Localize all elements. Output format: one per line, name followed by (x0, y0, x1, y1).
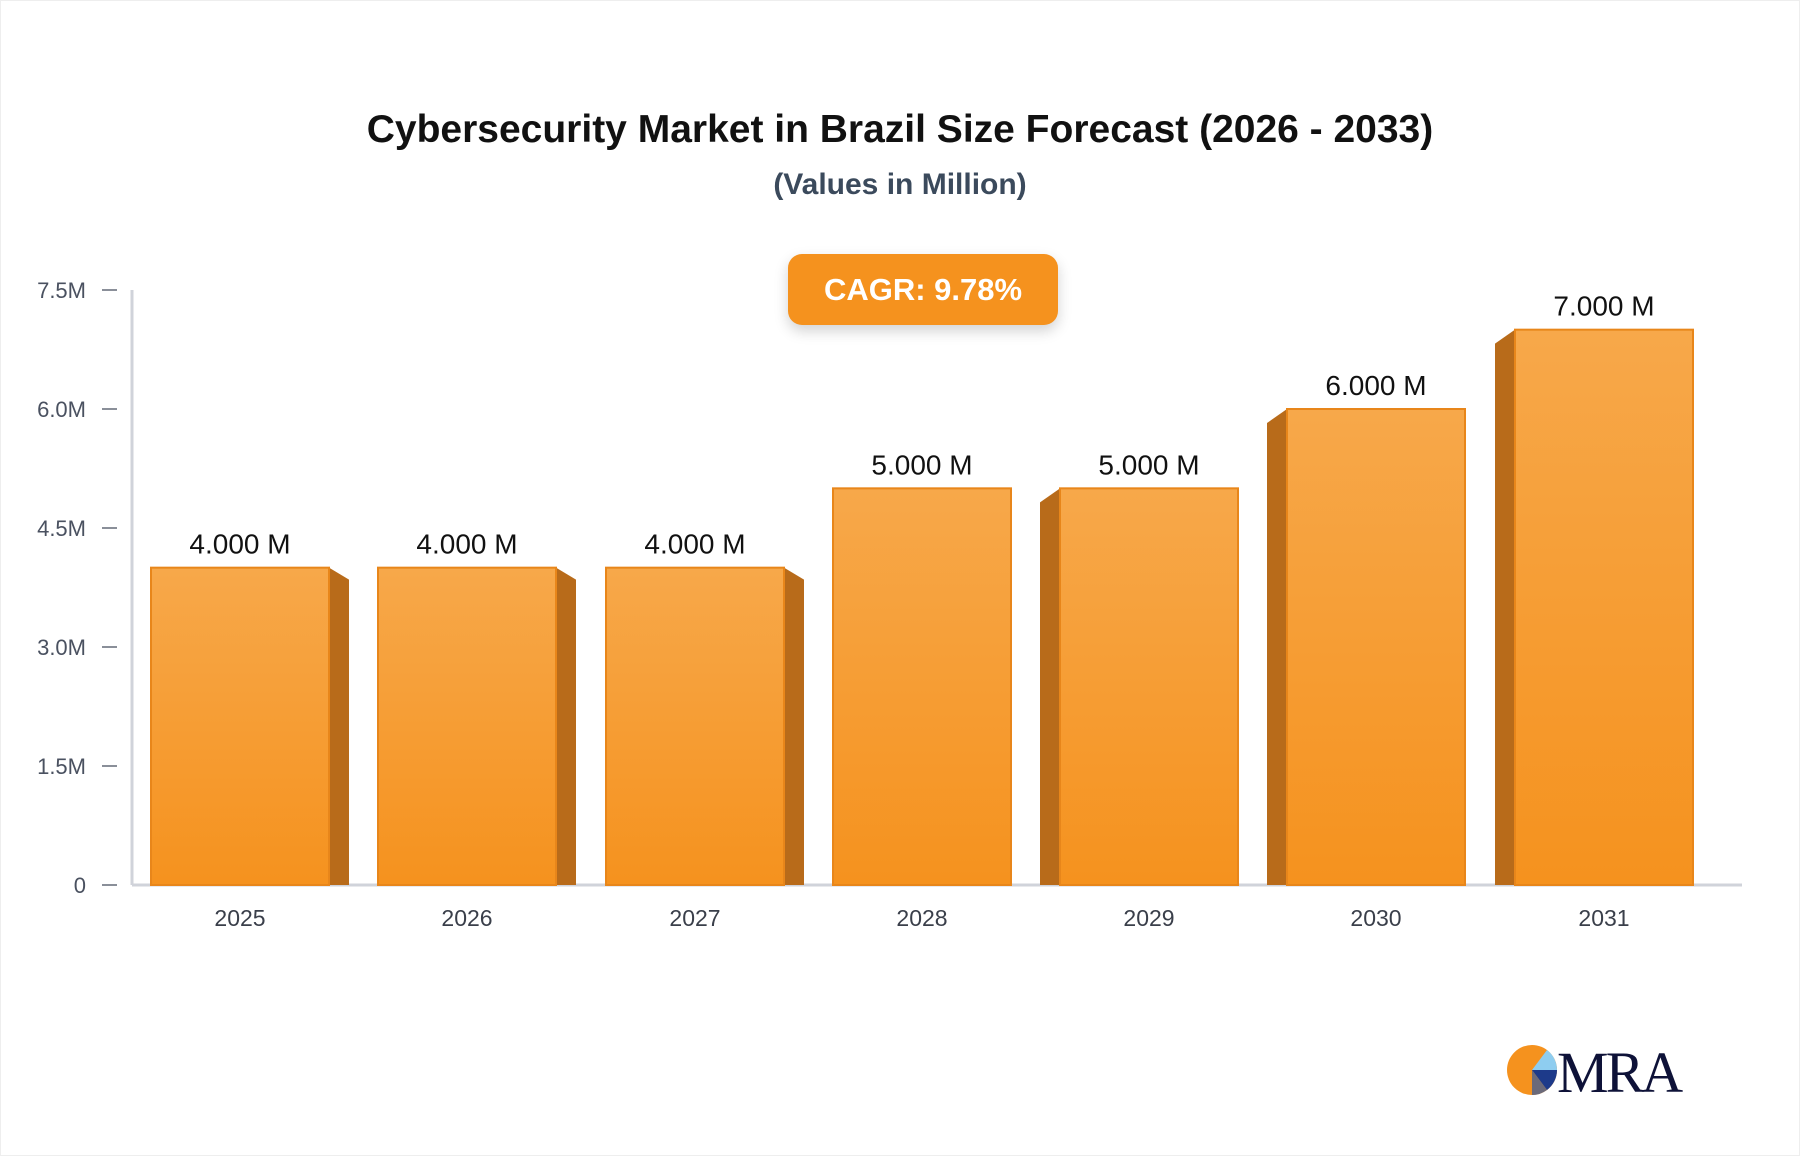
bar (150, 566, 330, 887)
bar-side (329, 567, 349, 885)
y-tick-label: 1.5M (37, 754, 86, 779)
data-label: 4.000 M (416, 529, 517, 560)
y-tick-label: 4.5M (37, 516, 86, 541)
x-tick-label: 2028 (896, 905, 947, 931)
bar-side (1495, 329, 1515, 886)
y-tick-label: 6.0M (37, 397, 86, 422)
chart-title: Cybersecurity Market in Brazil Size Fore… (366, 108, 1434, 151)
y-tick-label: 3.0M (37, 635, 86, 660)
data-label: 7.000 M (1553, 291, 1654, 322)
cagr-badge: CAGR: 9.78% (788, 254, 1058, 325)
bar-side (784, 567, 804, 885)
x-tick-label: 2025 (214, 905, 265, 931)
bar (1286, 408, 1466, 886)
chart-subtitle: (Values in Million) (773, 168, 1027, 201)
bar (605, 566, 785, 887)
x-tick-label: 2027 (669, 905, 720, 931)
bar-side (1040, 488, 1060, 885)
mra-logo: MRA (1507, 1040, 1686, 1100)
x-tick-label: 2030 (1350, 905, 1401, 931)
bar (832, 487, 1012, 886)
bar-side (1267, 409, 1287, 885)
x-tick-label: 2029 (1123, 905, 1174, 931)
x-tick-label: 2031 (1578, 905, 1629, 931)
data-label: 4.000 M (189, 529, 290, 560)
y-tick-label: 0 (74, 873, 86, 898)
bar (1514, 328, 1694, 886)
bar-side (556, 567, 576, 885)
data-label: 4.000 M (644, 529, 745, 560)
data-label: 6.000 M (1325, 370, 1426, 401)
data-label: 5.000 M (871, 449, 972, 480)
x-tick-label: 2026 (441, 905, 492, 931)
bar (1059, 487, 1239, 886)
data-label: 5.000 M (1098, 449, 1199, 480)
svg-text:MRA: MRA (1557, 1040, 1683, 1100)
bar (377, 566, 557, 887)
y-tick-label: 7.5M (37, 278, 86, 303)
